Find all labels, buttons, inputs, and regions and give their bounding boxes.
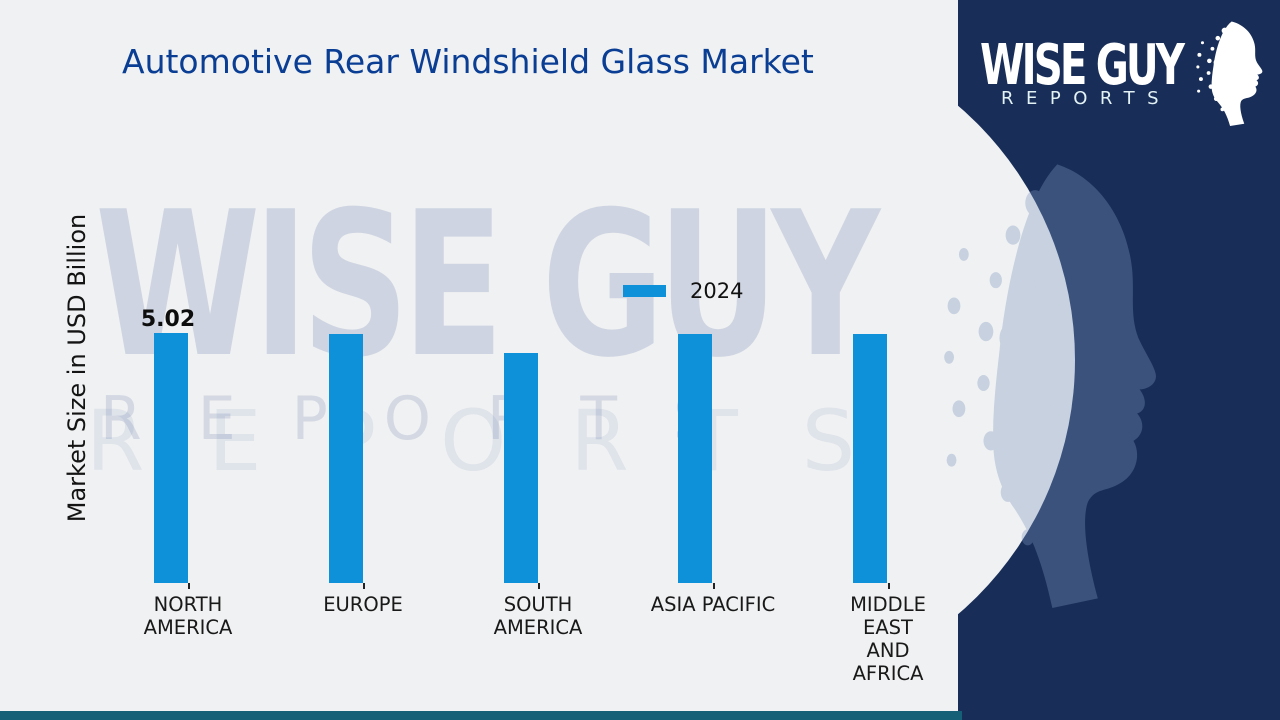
bar-europe — [329, 334, 363, 583]
legend-label-2024: 2024 — [690, 279, 744, 303]
category-label-europe: EUROPE — [323, 593, 403, 616]
footer-strip — [0, 711, 962, 720]
category-label-middle-east-and-africa: MIDDLE EAST AND AFRICA — [850, 593, 926, 685]
x-axis-tick — [538, 583, 540, 589]
watermark-reports-text: REPORTS — [100, 384, 768, 454]
bar-south-america — [504, 353, 538, 583]
x-axis-tick — [363, 583, 365, 589]
x-axis-tick — [888, 583, 890, 589]
bar-value-label-north-america: 5.02 — [140, 307, 196, 332]
bar-middle-east-and-africa — [853, 334, 887, 583]
x-axis-tick — [188, 583, 190, 589]
x-axis-tick — [713, 583, 715, 589]
bar-north-america — [154, 333, 188, 583]
logo-wiseguy-text: WISE GUY — [980, 33, 1185, 98]
category-label-south-america: SOUTH AMERICA — [493, 593, 583, 639]
category-label-north-america: NORTH AMERICA — [143, 593, 233, 639]
watermark-reports-ghost-text: REPORTS — [86, 392, 920, 490]
watermark-wiseguy-text: WISE GUY — [95, 169, 880, 402]
logo-reports-text: REPORTS — [1001, 88, 1172, 109]
logo-face-profile-icon — [1196, 21, 1263, 126]
bar-asia-pacific — [678, 334, 712, 583]
category-label-asia-pacific: ASIA PACIFIC — [650, 593, 776, 616]
legend-swatch-2024 — [623, 285, 666, 297]
page-title: Automotive Rear Windshield Glass Market — [122, 42, 814, 81]
